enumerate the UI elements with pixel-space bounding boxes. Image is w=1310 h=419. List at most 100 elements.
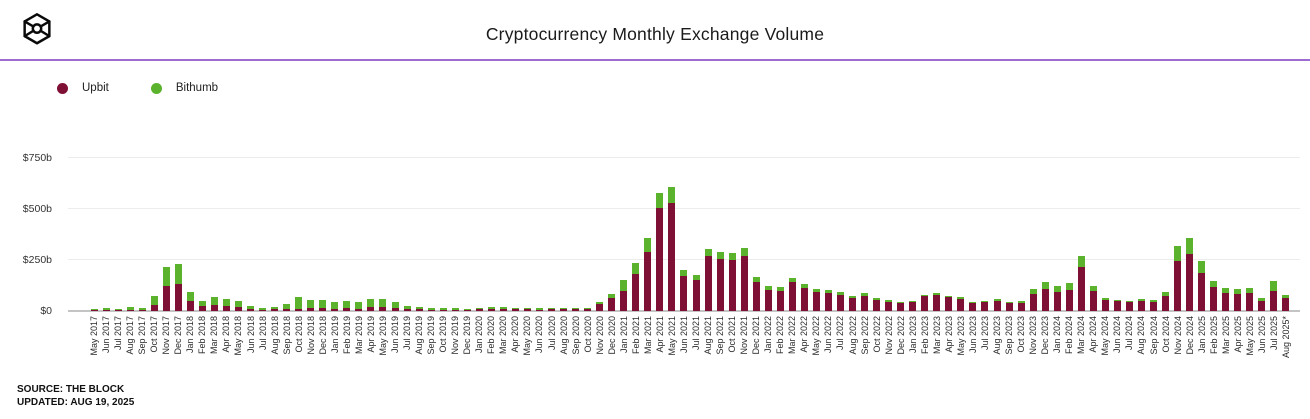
bar-jan-2020[interactable] — [475, 307, 483, 311]
bar-apr-2021[interactable] — [656, 192, 664, 311]
bar-oct-2017[interactable] — [150, 295, 158, 311]
bar-dec-2021[interactable] — [752, 277, 760, 311]
segment-upbit[interactable] — [668, 203, 676, 311]
bar-feb-2024[interactable] — [1065, 283, 1073, 311]
bar-nov-2017[interactable] — [162, 267, 170, 311]
segment-upbit[interactable] — [271, 309, 279, 311]
bar-mar-2018[interactable] — [210, 297, 218, 311]
segment-bithumb[interactable] — [379, 299, 387, 307]
bar-sep-2024[interactable] — [1150, 300, 1158, 311]
bar-aug-2019[interactable] — [415, 306, 423, 311]
segment-upbit[interactable] — [126, 310, 134, 311]
segment-bithumb[interactable] — [343, 300, 351, 308]
segment-upbit[interactable] — [969, 303, 977, 311]
segment-bithumb[interactable] — [728, 252, 736, 260]
bar-feb-2025[interactable] — [1210, 281, 1218, 311]
segment-upbit[interactable] — [391, 307, 399, 311]
bar-feb-2018[interactable] — [198, 300, 206, 311]
segment-bithumb[interactable] — [1065, 283, 1073, 290]
bar-nov-2022[interactable] — [885, 300, 893, 311]
bar-jun-2024[interactable] — [1113, 299, 1121, 311]
bar-mar-2020[interactable] — [499, 306, 507, 311]
bar-sep-2018[interactable] — [283, 304, 291, 311]
bar-aug-2021[interactable] — [704, 248, 712, 311]
segment-upbit[interactable] — [367, 307, 375, 311]
bar-jun-2023[interactable] — [969, 302, 977, 311]
bar-jun-2022[interactable] — [824, 290, 832, 311]
bar-aug-2018[interactable] — [271, 306, 279, 311]
segment-upbit[interactable] — [1258, 300, 1266, 311]
segment-upbit[interactable] — [680, 276, 688, 311]
bar-jul-2021[interactable] — [692, 275, 700, 311]
segment-bithumb[interactable] — [1258, 298, 1266, 301]
segment-upbit[interactable] — [1029, 294, 1037, 311]
bar-nov-2023[interactable] — [1029, 288, 1037, 311]
bar-jan-2018[interactable] — [186, 292, 194, 311]
segment-bithumb[interactable] — [259, 307, 267, 310]
segment-upbit[interactable] — [222, 305, 230, 311]
bar-aug-2025-[interactable] — [1282, 294, 1290, 311]
segment-bithumb[interactable] — [283, 304, 291, 310]
segment-bithumb[interactable] — [222, 299, 230, 306]
bar-jul-2017[interactable] — [114, 308, 122, 311]
bar-feb-2022[interactable] — [776, 286, 784, 311]
segment-bithumb[interactable] — [475, 307, 483, 310]
segment-bithumb[interactable] — [1053, 285, 1061, 292]
segment-upbit[interactable] — [1089, 290, 1097, 311]
segment-bithumb[interactable] — [247, 305, 255, 309]
segment-bithumb[interactable] — [680, 270, 688, 277]
segment-bithumb[interactable] — [174, 263, 182, 285]
segment-bithumb[interactable] — [1101, 298, 1109, 301]
bar-feb-2023[interactable] — [921, 294, 929, 311]
bar-mar-2024[interactable] — [1077, 255, 1085, 311]
segment-bithumb[interactable] — [511, 307, 519, 310]
segment-upbit[interactable] — [933, 295, 941, 311]
segment-upbit[interactable] — [138, 310, 146, 311]
bar-sep-2019[interactable] — [427, 308, 435, 311]
segment-bithumb[interactable] — [403, 305, 411, 309]
segment-upbit[interactable] — [993, 300, 1001, 311]
segment-bithumb[interactable] — [632, 263, 640, 275]
segment-bithumb[interactable] — [355, 302, 363, 309]
segment-bithumb[interactable] — [1077, 255, 1085, 268]
bar-dec-2023[interactable] — [1041, 282, 1049, 311]
bar-may-2020[interactable] — [523, 307, 531, 311]
segment-upbit[interactable] — [174, 284, 182, 311]
bar-aug-2022[interactable] — [849, 295, 857, 311]
segment-bithumb[interactable] — [836, 292, 844, 295]
segment-upbit[interactable] — [1234, 293, 1242, 311]
bar-oct-2020[interactable] — [584, 307, 592, 311]
segment-upbit[interactable] — [644, 251, 652, 311]
bar-jul-2018[interactable] — [259, 307, 267, 311]
segment-bithumb[interactable] — [620, 280, 628, 291]
bar-apr-2025[interactable] — [1234, 288, 1242, 311]
segment-upbit[interactable] — [572, 309, 580, 311]
segment-bithumb[interactable] — [126, 306, 134, 311]
segment-upbit[interactable] — [728, 260, 736, 311]
segment-bithumb[interactable] — [933, 293, 941, 296]
segment-bithumb[interactable] — [90, 309, 98, 311]
bar-oct-2018[interactable] — [295, 296, 303, 311]
segment-bithumb[interactable] — [596, 301, 604, 305]
bar-jan-2022[interactable] — [764, 285, 772, 311]
segment-bithumb[interactable] — [1041, 282, 1049, 289]
segment-upbit[interactable] — [1270, 290, 1278, 311]
segment-upbit[interactable] — [764, 289, 772, 311]
segment-upbit[interactable] — [283, 309, 291, 311]
segment-bithumb[interactable] — [849, 295, 857, 298]
segment-bithumb[interactable] — [800, 283, 808, 288]
bar-jul-2024[interactable] — [1125, 300, 1133, 311]
bar-dec-2017[interactable] — [174, 263, 182, 311]
bar-apr-2023[interactable] — [945, 295, 953, 311]
bar-feb-2020[interactable] — [487, 306, 495, 311]
bar-aug-2020[interactable] — [560, 307, 568, 311]
segment-upbit[interactable] — [897, 303, 905, 311]
segment-bithumb[interactable] — [271, 306, 279, 310]
segment-bithumb[interactable] — [1222, 287, 1230, 293]
segment-bithumb[interactable] — [210, 297, 218, 305]
segment-bithumb[interactable] — [1029, 288, 1037, 295]
bar-sep-2023[interactable] — [1005, 302, 1013, 311]
segment-upbit[interactable] — [824, 292, 832, 311]
segment-upbit[interactable] — [1077, 267, 1085, 311]
bar-jan-2025[interactable] — [1198, 260, 1206, 311]
